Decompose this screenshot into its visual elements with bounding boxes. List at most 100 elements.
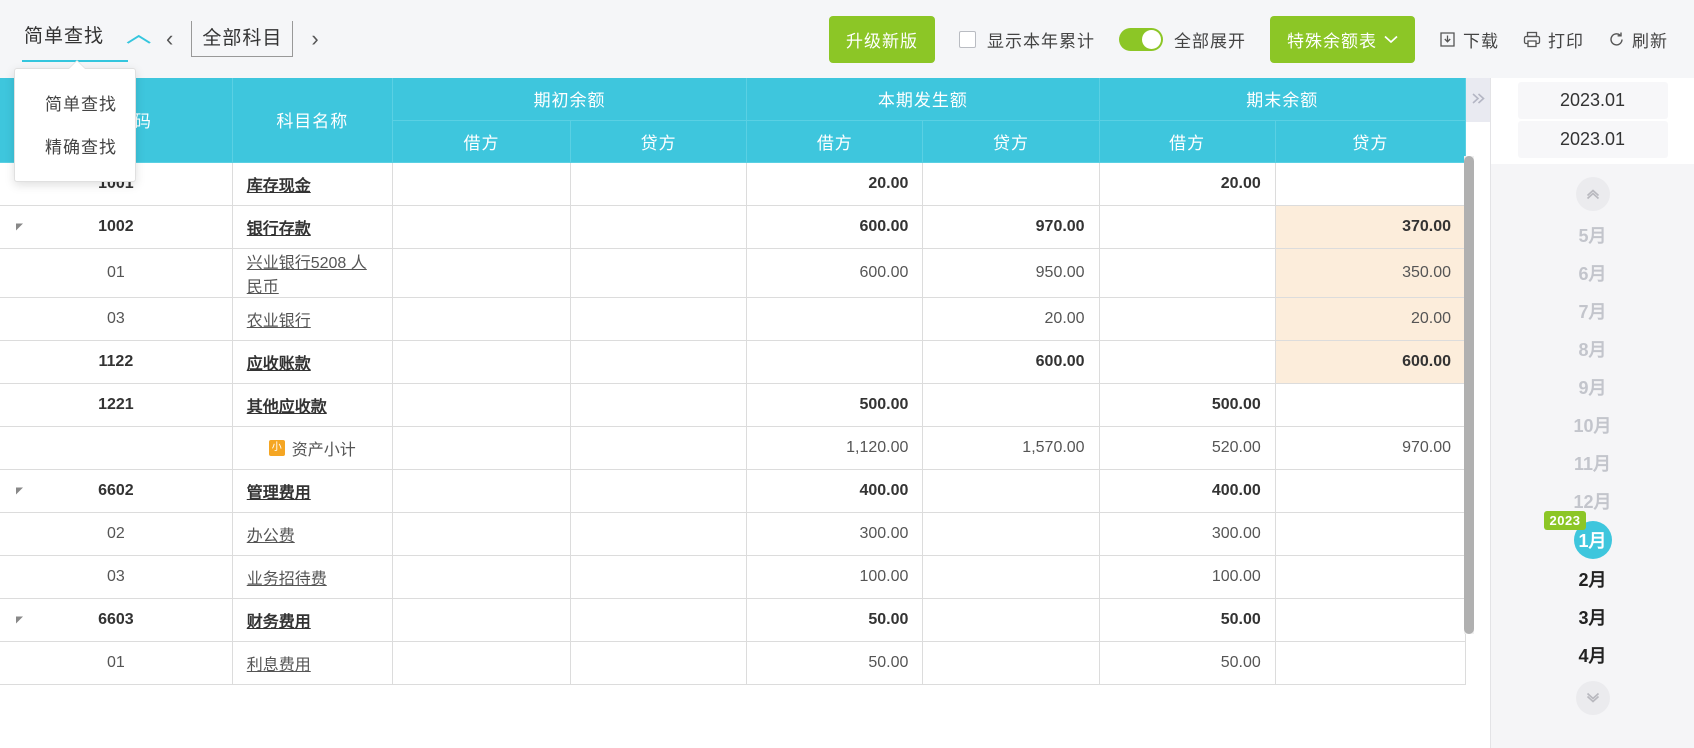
cell-end-credit	[1275, 469, 1466, 513]
cell-begin-debit	[392, 426, 572, 470]
month-item-2月[interactable]: 2月	[1567, 561, 1619, 597]
expand-collapse-triangle-icon[interactable]	[16, 487, 23, 494]
expand-all-label: 全部展开	[1174, 31, 1246, 51]
prev-subject-button[interactable]: ‹	[166, 26, 174, 51]
period-item-1[interactable]: 2023.01	[1517, 121, 1668, 158]
table-row[interactable]: 1001 库存现金 20.00 20.00	[0, 162, 1466, 206]
month-item-10月[interactable]: 10月	[1567, 407, 1619, 443]
cell-begin-credit	[570, 248, 748, 298]
subject-name-link[interactable]: 办公费	[246, 527, 295, 545]
checkbox-box-icon[interactable]	[959, 30, 976, 48]
toggle-switch-icon[interactable]	[1119, 27, 1163, 51]
cell-end-debit	[1099, 205, 1276, 249]
dropdown-item-exact-search[interactable]: 精确查找	[45, 138, 117, 157]
table-row[interactable]: 1221 其他应收款 500.00 500.00	[0, 383, 1466, 427]
subject-name-link[interactable]: 财务费用	[246, 613, 311, 631]
month-item-1月[interactable]: 2023 1月	[1543, 511, 1612, 559]
cell-period-credit	[922, 555, 1100, 599]
subject-name-link[interactable]: 管理费用	[246, 484, 311, 502]
month-item-12月[interactable]: 12月	[1567, 483, 1619, 519]
table-row[interactable]: 01 利息费用 50.00 50.00	[0, 641, 1466, 685]
download-button[interactable]: 下载	[1439, 27, 1499, 52]
cell-period-credit	[922, 383, 1100, 427]
cell-subject-code: 1221	[0, 383, 233, 427]
cell-period-debit: 400.00	[746, 469, 924, 513]
subject-name-link[interactable]: 农业银行	[246, 312, 311, 330]
subject-code-text: 1002	[98, 217, 134, 235]
subject-code-text: 6602	[98, 481, 134, 499]
cell-end-credit: 20.00	[1275, 297, 1466, 341]
subject-name-link[interactable]: 业务招待费	[246, 570, 327, 588]
print-button[interactable]: 打印	[1523, 27, 1584, 52]
scrollbar-thumb[interactable]	[1464, 156, 1474, 634]
expand-collapse-triangle-icon[interactable]	[16, 223, 23, 230]
table-row[interactable]: 02 办公费 300.00 300.00	[0, 512, 1466, 556]
cell-begin-credit	[570, 512, 748, 556]
month-label: 12月	[1573, 492, 1612, 512]
table-row[interactable]: 6602 管理费用 400.00 400.00	[0, 469, 1466, 513]
special-balance-button[interactable]: 特殊余额表	[1270, 15, 1415, 63]
cell-period-debit: 50.00	[746, 641, 924, 685]
cell-subject-name: 财务费用	[232, 598, 393, 642]
table-row[interactable]: 03 业务招待费 100.00 100.00	[0, 555, 1466, 599]
cell-subject-name: 办公费	[232, 512, 393, 556]
table-row[interactable]: 6603 财务费用 50.00 50.00	[0, 598, 1466, 642]
month-item-3月[interactable]: 3月	[1567, 599, 1619, 635]
printer-icon	[1523, 31, 1541, 48]
cell-subject-code: 01	[0, 248, 233, 298]
month-item-7月[interactable]: 7月	[1567, 293, 1619, 329]
table-row[interactable]: 1122 应收账款 600.00 600.00	[0, 340, 1466, 384]
month-item-4月[interactable]: 4月	[1567, 637, 1619, 673]
subject-name-link[interactable]: 银行存款	[246, 220, 311, 238]
expand-collapse-triangle-icon[interactable]	[16, 616, 23, 623]
table-head: 科目编码 科目名称 期初余额 本期发生额 期末余额 借方 贷方 借方 贷方 借方…	[0, 78, 1466, 163]
cell-end-debit	[1099, 340, 1276, 384]
month-item-11月[interactable]: 11月	[1567, 445, 1619, 481]
table-row[interactable]: 小资产小计 1,120.00 1,570.00 520.00 970.00	[0, 426, 1466, 470]
table-row[interactable]: 03 农业银行 20.00 20.00	[0, 297, 1466, 341]
subject-filter-field[interactable]: 全部科目	[191, 21, 294, 57]
cell-subject-name: 其他应收款	[232, 383, 393, 427]
subject-name-link[interactable]: 其他应收款	[246, 398, 327, 416]
cell-period-credit	[922, 598, 1100, 642]
month-item-8月[interactable]: 8月	[1567, 331, 1619, 367]
month-item-6月[interactable]: 6月	[1567, 255, 1619, 291]
cell-period-debit: 20.00	[746, 162, 924, 206]
table-row[interactable]: 1002 银行存款 600.00 970.00 370.00	[0, 205, 1466, 249]
cell-end-credit: 970.00	[1275, 426, 1466, 470]
cell-begin-debit	[392, 598, 572, 642]
collapse-panel-button[interactable]	[1466, 78, 1490, 122]
show-ytd-checkbox[interactable]: 显示本年累计	[959, 27, 1095, 52]
expand-all-toggle[interactable]: 全部展开	[1119, 27, 1246, 52]
month-item-5月[interactable]: 5月	[1567, 217, 1619, 253]
period-item-0[interactable]: 2023.01	[1517, 82, 1668, 119]
search-mode-selector[interactable]: 简单查找	[22, 17, 151, 62]
cell-end-credit: 350.00	[1275, 248, 1466, 298]
header-begin-debit: 借方	[392, 120, 572, 163]
month-label: 1月	[1578, 531, 1607, 551]
cell-end-debit: 50.00	[1099, 641, 1276, 685]
month-label: 10月	[1573, 416, 1612, 436]
download-icon	[1439, 31, 1456, 48]
refresh-button[interactable]: 刷新	[1608, 27, 1668, 52]
subject-name-link[interactable]: 兴业银行5208 人民币	[246, 254, 367, 296]
upgrade-button[interactable]: 升级新版	[829, 15, 935, 63]
cell-end-debit: 300.00	[1099, 512, 1276, 556]
next-subject-button[interactable]: ›	[311, 26, 319, 51]
cell-end-debit	[1099, 248, 1276, 298]
cell-period-credit	[922, 641, 1100, 685]
scroll-down-months-button[interactable]	[1575, 681, 1610, 715]
subject-name-link[interactable]: 库存现金	[246, 177, 311, 195]
subject-name-link[interactable]: 利息费用	[246, 656, 311, 674]
month-label: 8月	[1578, 340, 1607, 360]
cell-subject-name: 管理费用	[232, 469, 393, 513]
table-row[interactable]: 01 兴业银行5208 人民币 600.00 950.00 350.00	[0, 248, 1466, 298]
table-vertical-scrollbar[interactable]	[1464, 156, 1474, 634]
header-begin-credit: 贷方	[570, 120, 748, 163]
scroll-up-months-button[interactable]	[1575, 177, 1610, 211]
dropdown-item-simple-search[interactable]: 简单查找	[45, 95, 117, 114]
special-balance-label: 特殊余额表	[1287, 31, 1377, 51]
month-item-9月[interactable]: 9月	[1567, 369, 1619, 405]
subject-code-text: 01	[106, 263, 125, 281]
subject-name-link[interactable]: 应收账款	[246, 355, 311, 373]
